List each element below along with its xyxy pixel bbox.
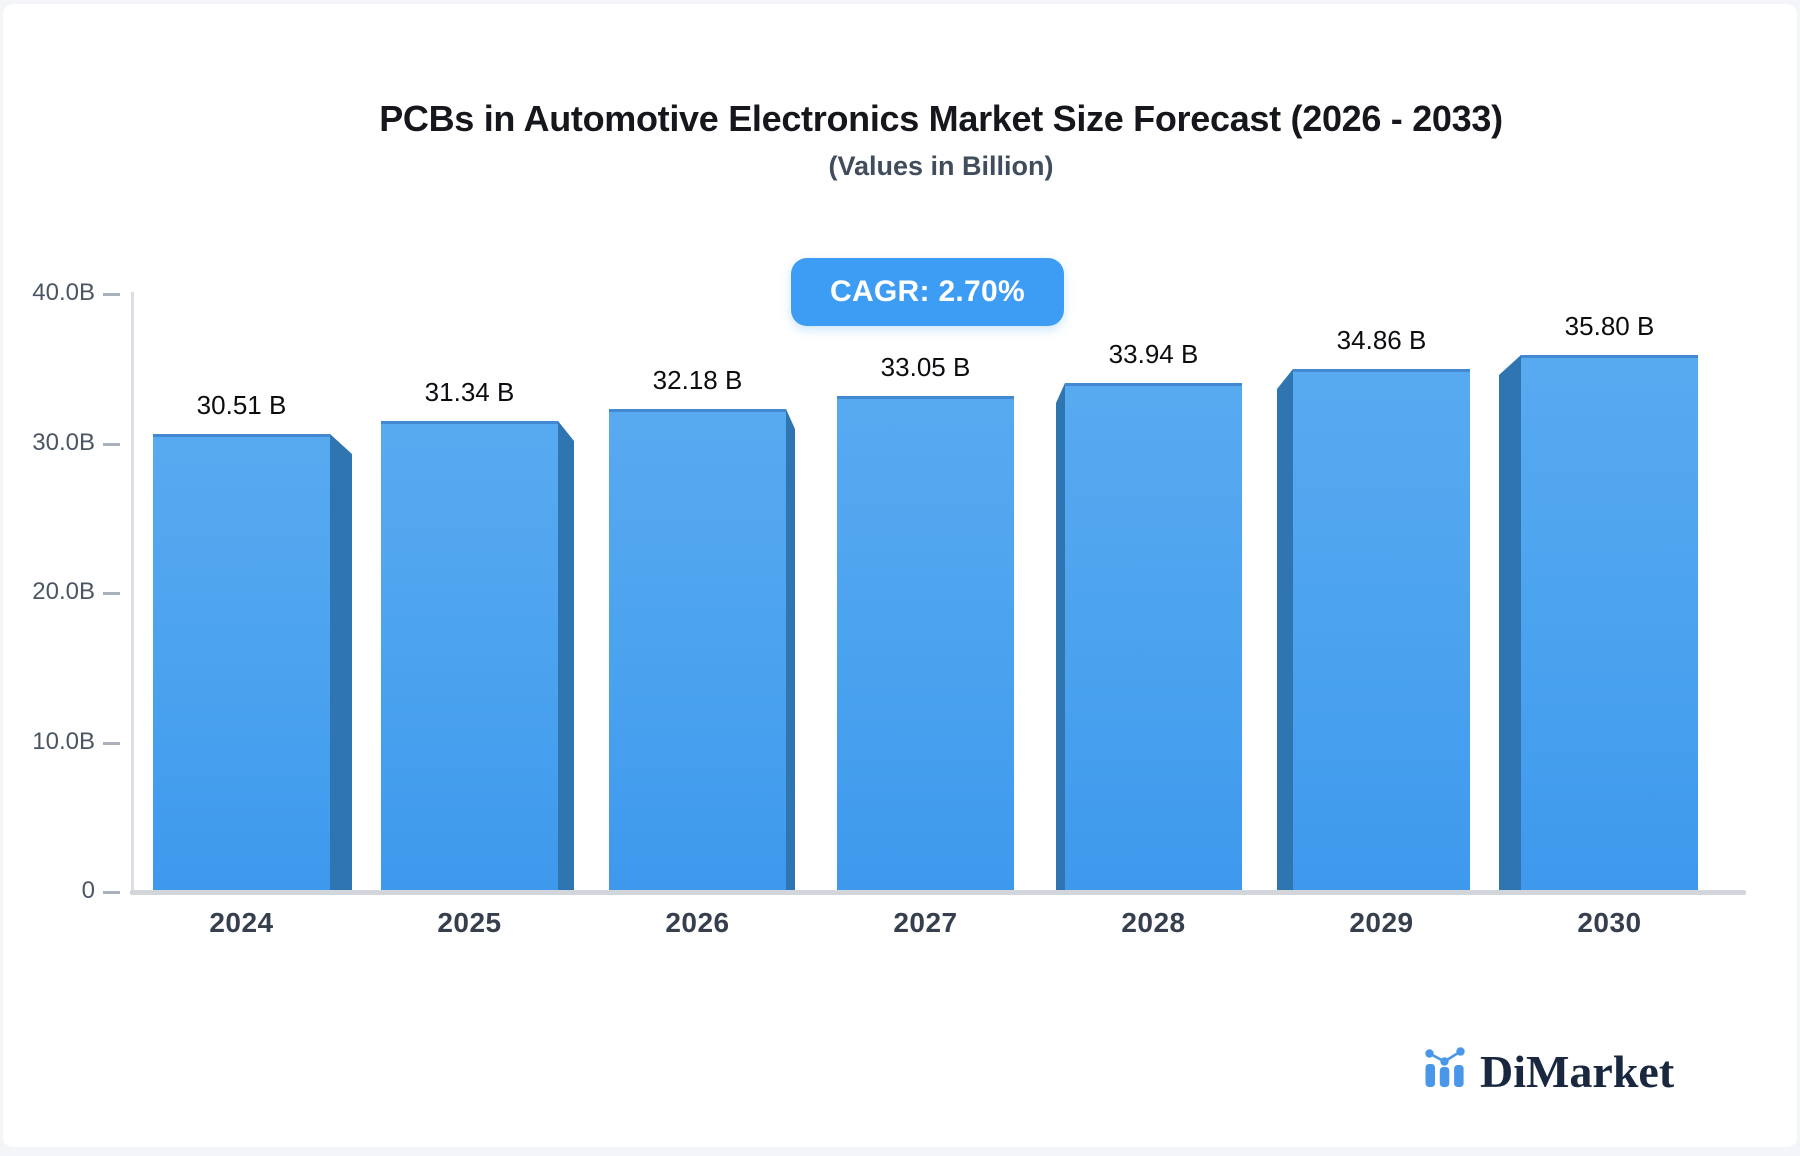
y-tick <box>103 891 120 894</box>
bar-side-2025 <box>558 421 574 890</box>
y-tick-label: 40.0B <box>32 279 95 306</box>
x-axis-label: 2028 <box>1121 907 1186 938</box>
y-tick <box>103 293 120 296</box>
bar-2029[interactable] <box>1293 369 1470 890</box>
chart-subtitle: (Values in Billion) <box>828 151 1054 181</box>
chart-title: PCBs in Automotive Electronics Market Si… <box>379 98 1503 139</box>
cagr-badge: CAGR: 2.70% <box>791 258 1064 326</box>
y-tick <box>103 742 120 745</box>
bar-value-label: 31.34 B <box>424 377 515 407</box>
bar-value-label: 30.51 B <box>196 390 287 420</box>
plot-area: 0 10.0B 20.0B 30.0B 40.0B 30.51 B 2024 31.34 B 2… <box>3 4 1797 1147</box>
bar-value-label: 34.86 B <box>1336 325 1427 355</box>
bar-2026[interactable] <box>609 409 786 890</box>
x-axis-label: 2029 <box>1349 907 1414 938</box>
chart-card: PCBs in Automotive Electronics Market Si… <box>3 4 1797 1147</box>
x-axis-line <box>130 890 1746 895</box>
bar-value-label: 33.94 B <box>1108 339 1199 369</box>
bar-chart-icon <box>1425 1047 1471 1094</box>
y-tick-label: 0 <box>81 877 95 904</box>
x-axis-label: 2025 <box>437 907 502 938</box>
bar-side-2024 <box>330 434 352 890</box>
x-axis-label: 2027 <box>893 907 958 938</box>
bar-side-2030 <box>1499 355 1521 890</box>
brand-logo: DiMarket <box>1425 1046 1675 1097</box>
bar-2030[interactable] <box>1521 355 1698 890</box>
bar-side-2028 <box>1056 383 1065 890</box>
bar-value-label: 32.18 B <box>652 365 743 395</box>
x-axis-label: 2030 <box>1577 907 1642 938</box>
x-axis-label: 2026 <box>665 907 730 938</box>
y-tick-label: 10.0B <box>32 728 95 755</box>
y-tick <box>103 443 120 446</box>
bar-2027[interactable] <box>837 396 1014 890</box>
bar-side-2026 <box>786 409 795 890</box>
y-tick-label: 30.0B <box>32 429 95 456</box>
x-axis-label: 2024 <box>209 907 274 938</box>
bar-2024[interactable] <box>153 434 330 890</box>
y-tick <box>103 592 120 595</box>
bar-side-2029 <box>1277 369 1293 890</box>
bar-value-label: 35.80 B <box>1564 311 1655 341</box>
bar-value-label: 33.05 B <box>880 352 971 382</box>
brand-name: DiMarket <box>1480 1046 1675 1097</box>
bar-2028[interactable] <box>1065 383 1242 890</box>
y-axis-line <box>131 292 134 892</box>
y-tick-label: 20.0B <box>32 578 95 605</box>
bar-2025[interactable] <box>381 421 558 890</box>
